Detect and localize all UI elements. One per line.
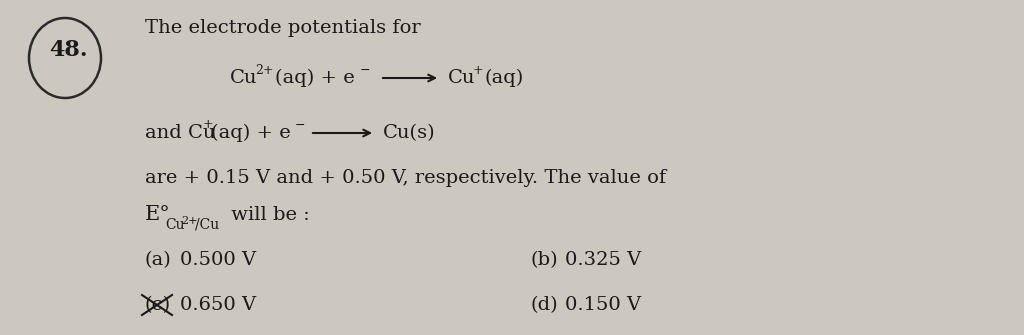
- Text: will be :: will be :: [225, 206, 309, 224]
- Text: Cu: Cu: [230, 69, 257, 87]
- Text: Cu(s): Cu(s): [383, 124, 435, 142]
- Text: (aq): (aq): [485, 69, 524, 87]
- Text: (aq) + e: (aq) + e: [211, 124, 291, 142]
- Text: (a): (a): [145, 251, 172, 269]
- Text: 0.650 V: 0.650 V: [180, 296, 256, 314]
- Text: Cu: Cu: [165, 218, 184, 232]
- Text: 0.500 V: 0.500 V: [180, 251, 256, 269]
- Text: 2+: 2+: [255, 64, 273, 76]
- Text: (d): (d): [530, 296, 558, 314]
- Text: /Cu: /Cu: [195, 218, 219, 232]
- Text: and Cu: and Cu: [145, 124, 215, 142]
- Text: −: −: [360, 64, 371, 76]
- Text: are + 0.15 V and + 0.50 V, respectively. The value of: are + 0.15 V and + 0.50 V, respectively.…: [145, 169, 667, 187]
- Text: (c): (c): [145, 296, 171, 314]
- Text: E°: E°: [145, 205, 171, 224]
- Text: 2+: 2+: [181, 216, 198, 226]
- Text: Cu: Cu: [449, 69, 475, 87]
- Text: (b): (b): [530, 251, 558, 269]
- Text: 0.325 V: 0.325 V: [565, 251, 641, 269]
- Text: +: +: [203, 119, 214, 132]
- Text: −: −: [295, 119, 305, 132]
- Text: +: +: [473, 64, 483, 76]
- Text: 48.: 48.: [49, 39, 87, 61]
- Text: The electrode potentials for: The electrode potentials for: [145, 19, 421, 37]
- Text: (aq) + e: (aq) + e: [275, 69, 354, 87]
- Text: 0.150 V: 0.150 V: [565, 296, 641, 314]
